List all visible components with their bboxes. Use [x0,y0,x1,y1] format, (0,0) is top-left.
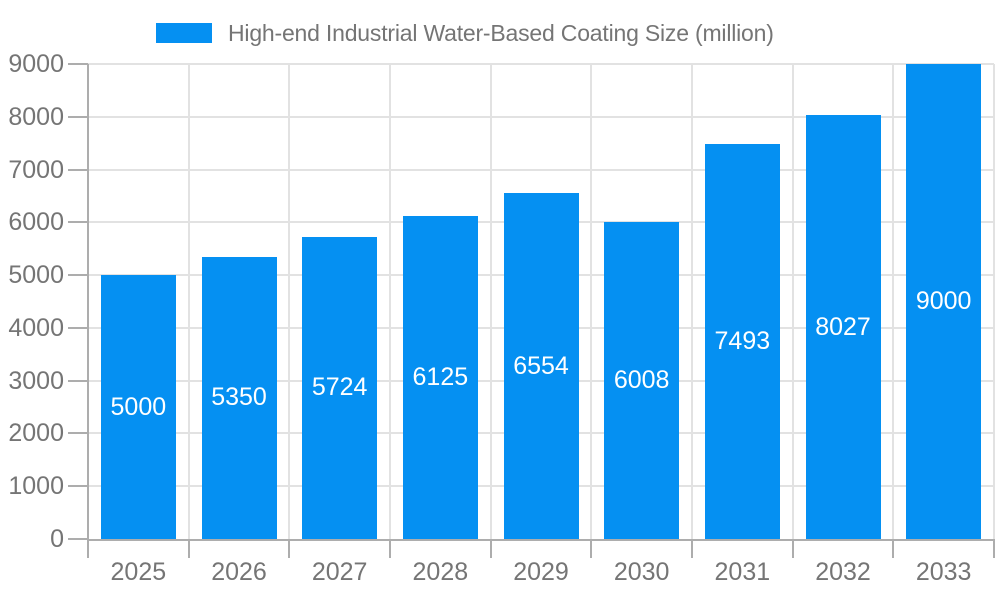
x-axis-category-label: 2029 [513,558,569,586]
y-axis-tick-label: 5000 [8,261,64,290]
bar: 6554 [503,193,579,539]
gridline-horizontal [88,115,994,118]
x-axis-tick [288,539,291,558]
gridline-vertical [288,64,291,539]
gridline-vertical [590,64,593,539]
y-axis-tick-label: 9000 [8,50,64,78]
y-axis-line [87,64,89,558]
y-axis-tick-label: 2000 [8,419,64,448]
gridline-vertical [187,64,190,539]
y-axis-tick [68,168,88,171]
y-axis-tick [68,379,88,382]
bar-value-label: 6008 [613,365,670,394]
bar: 5350 [201,256,277,539]
gridline-vertical [892,64,895,539]
y-axis-tick [68,538,88,540]
gridline-vertical [691,64,693,539]
gridline-horizontal [88,63,994,65]
x-axis-tick [389,539,391,558]
gridline-horizontal [88,168,994,171]
x-axis-tick [791,539,794,558]
y-axis-tick [68,221,88,224]
bar-value-label: 8027 [815,312,871,341]
bar-value-label: 6554 [513,351,569,380]
y-axis-tick [68,63,88,65]
x-axis-category-label: 2025 [110,558,167,586]
gridline-vertical [389,64,391,539]
x-axis-tick [691,539,693,558]
bar: 6125 [402,215,478,539]
gridline-vertical [993,64,995,539]
bar-value-label: 6125 [412,362,469,391]
y-axis-tick [68,274,88,277]
bar-value-label: 5000 [110,392,167,421]
x-axis-tick [993,539,995,558]
x-axis-category-label: 2026 [211,558,267,586]
legend-swatch [156,23,212,43]
legend-label: High-end Industrial Water-Based Coating … [228,19,774,46]
y-axis-tick-label: 3000 [8,366,64,395]
bar: 8027 [805,115,881,539]
y-axis-tick [68,432,88,435]
gridline-vertical [791,64,794,539]
x-axis-tick [187,539,190,558]
bar: 5724 [302,236,378,539]
bar: 5000 [100,275,176,539]
gridline-vertical [489,64,492,539]
x-axis-category-label: 2027 [311,558,368,586]
bar: 7493 [704,143,780,539]
y-axis-tick [68,326,88,329]
x-axis-tick [892,539,895,558]
x-axis-tick [489,539,492,558]
y-axis-tick-label: 7000 [8,155,64,184]
x-axis-line [87,539,995,541]
x-axis-category-label: 2030 [613,558,670,586]
y-axis-tick [68,115,88,118]
x-axis-category-label: 2033 [915,558,972,586]
y-axis-tick [68,485,88,488]
bar: 6008 [604,221,680,539]
x-axis-category-label: 2028 [412,558,469,586]
y-axis-tick-label: 0 [50,525,64,553]
y-axis-tick-label: 1000 [8,472,64,501]
bar-value-label: 7493 [714,326,771,355]
x-axis-tick [590,539,593,558]
x-axis-category-label: 2032 [815,558,871,586]
x-axis-category-label: 2031 [714,558,771,586]
bar: 9000 [906,64,982,539]
legend-item[interactable]: High-end Industrial Water-Based Coating … [156,18,774,48]
y-axis-tick-label: 8000 [8,102,64,131]
bar-value-label: 5350 [211,383,267,412]
y-axis-tick-label: 6000 [8,208,64,237]
y-axis-tick-label: 4000 [8,313,64,342]
bar-value-label: 9000 [915,287,972,315]
bar-value-label: 5724 [311,373,368,402]
